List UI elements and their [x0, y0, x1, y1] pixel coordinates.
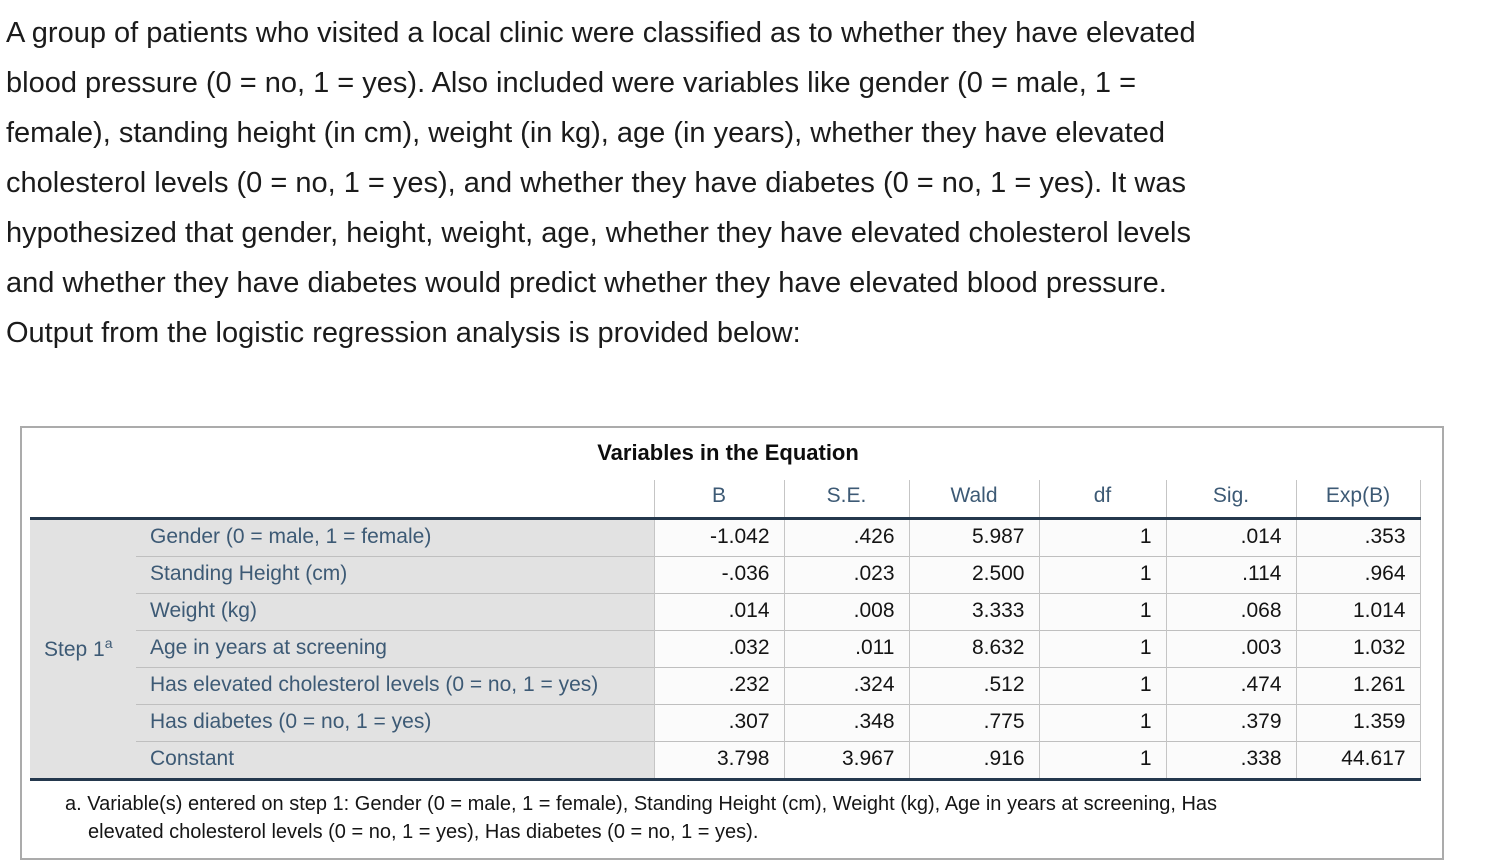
footnote-line: elevated cholesterol levels (0 = no, 1 =… — [88, 821, 759, 843]
row-label: Standing Height (cm) — [136, 556, 654, 594]
cell-value: 1.032 — [1295, 630, 1421, 668]
question-text: A group of patients who visited a local … — [0, 0, 1504, 358]
cell-value: .032 — [653, 630, 784, 668]
header-row: B S.E. Wald df Sig. Exp(B) — [30, 480, 1421, 520]
table-row: Has elevated cholesterol levels (0 = no,… — [30, 667, 1421, 705]
cell-value: -1.042 — [653, 518, 784, 557]
question-line: blood pressure (0 = no, 1 = yes). Also i… — [6, 67, 1137, 99]
table-row: Age in years at screening .032 .011 8.63… — [30, 630, 1421, 668]
variables-in-equation-table: B S.E. Wald df Sig. Exp(B) Step 1a Gende… — [30, 480, 1421, 781]
cell-value: 3.333 — [908, 593, 1039, 631]
column-header-wald: Wald — [908, 480, 1039, 520]
step-label: Step 1a — [30, 518, 136, 781]
cell-value: 3.967 — [783, 741, 909, 781]
cell-value: .307 — [653, 704, 784, 742]
table-row: Standing Height (cm) -.036 .023 2.500 1 … — [30, 556, 1421, 594]
cell-value: .916 — [908, 741, 1039, 781]
cell-value: .014 — [653, 593, 784, 631]
cell-value: .023 — [783, 556, 909, 594]
row-label: Age in years at screening — [136, 630, 654, 668]
row-label: Gender (0 = male, 1 = female) — [136, 518, 654, 557]
cell-value: .338 — [1165, 741, 1296, 781]
column-header-df: df — [1038, 480, 1166, 520]
question-line: female), standing height (in cm), weight… — [6, 117, 1165, 149]
table-row: Constant 3.798 3.967 .916 1 .338 44.617 — [30, 741, 1421, 781]
stub-header-variable — [136, 480, 654, 520]
table-row: Weight (kg) .014 .008 3.333 1 .068 1.014 — [30, 593, 1421, 631]
cell-value: .114 — [1165, 556, 1296, 594]
cell-value: .775 — [908, 704, 1039, 742]
cell-value: .426 — [783, 518, 909, 557]
cell-value: .008 — [783, 593, 909, 631]
step-superscript: a — [104, 634, 113, 651]
cell-value: 44.617 — [1295, 741, 1421, 781]
cell-value: 1.014 — [1295, 593, 1421, 631]
cell-value: 5.987 — [908, 518, 1039, 557]
cell-value: .003 — [1165, 630, 1296, 668]
column-header-sig: Sig. — [1165, 480, 1296, 520]
table-title: Variables in the Equation — [597, 440, 859, 465]
step-label-text: Step 1 — [44, 637, 105, 661]
table-row: Step 1a Gender (0 = male, 1 = female) -1… — [30, 518, 1421, 781]
row-label: Has diabetes (0 = no, 1 = yes) — [136, 704, 654, 742]
cell-value: .379 — [1165, 704, 1296, 742]
cell-value: 1 — [1038, 518, 1166, 557]
cell-value: .512 — [908, 667, 1039, 705]
cell-value: -.036 — [653, 556, 784, 594]
table-row: Has diabetes (0 = no, 1 = yes) .307 .348… — [30, 704, 1421, 742]
question-line: Output from the logistic regression anal… — [6, 317, 801, 349]
cell-value: 1 — [1038, 741, 1166, 781]
stub-header-step — [30, 480, 136, 520]
cell-value: 3.798 — [653, 741, 784, 781]
cell-value: 1 — [1038, 593, 1166, 631]
cell-value: .232 — [653, 667, 784, 705]
cell-value: .068 — [1165, 593, 1296, 631]
question-line: and whether they have diabetes would pre… — [6, 267, 1167, 299]
question-line: cholesterol levels (0 = no, 1 = yes), an… — [6, 167, 1186, 199]
cell-value: 2.500 — [908, 556, 1039, 594]
spss-output-container: Variables in the Equation B S.E. Wald — [20, 426, 1444, 860]
question-line: hypothesized that gender, height, weight… — [6, 217, 1191, 249]
row-label: Weight (kg) — [136, 593, 654, 631]
cell-value: 1 — [1038, 667, 1166, 705]
column-header-b: B — [653, 480, 784, 520]
cell-value: 1.261 — [1295, 667, 1421, 705]
cell-value: .474 — [1165, 667, 1296, 705]
row-label: Constant — [136, 741, 654, 781]
cell-value: .324 — [783, 667, 909, 705]
cell-value: 1 — [1038, 630, 1166, 668]
cell-value: .011 — [783, 630, 909, 668]
cell-value: .348 — [783, 704, 909, 742]
column-header-se: S.E. — [783, 480, 909, 520]
cell-value: 1 — [1038, 556, 1166, 594]
cell-value: .014 — [1165, 518, 1296, 557]
cell-value: .353 — [1295, 518, 1421, 557]
cell-value: 1.359 — [1295, 704, 1421, 742]
column-header-expb: Exp(B) — [1295, 480, 1421, 520]
cell-value: 1 — [1038, 704, 1166, 742]
row-label: Has elevated cholesterol levels (0 = no,… — [136, 667, 654, 705]
footnote-line: a. Variable(s) entered on step 1: Gender… — [65, 793, 1218, 815]
question-line: A group of patients who visited a local … — [6, 17, 1196, 49]
cell-value: .964 — [1295, 556, 1421, 594]
cell-value: 8.632 — [908, 630, 1039, 668]
table-footnote: a. Variable(s) entered on step 1: Gender… — [65, 790, 1426, 846]
